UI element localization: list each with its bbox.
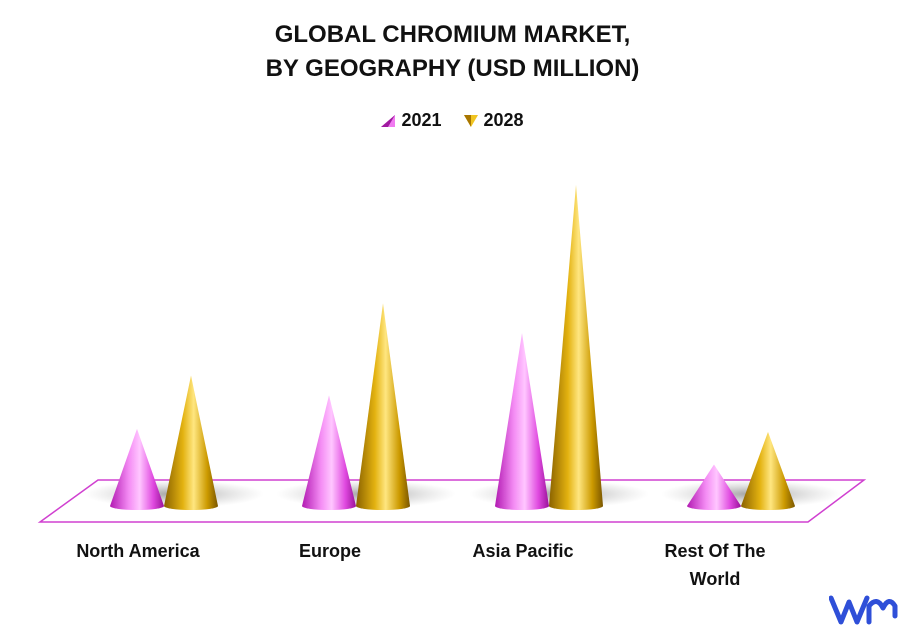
category-label: World — [690, 569, 741, 589]
legend-item-2021: 2021 — [381, 110, 442, 131]
legend-label-2028: 2028 — [483, 110, 524, 130]
category-label: Europe — [299, 541, 361, 561]
legend-label-2021: 2021 — [401, 110, 442, 130]
cone-2028-rest-of-the-world — [741, 431, 795, 510]
cone-2021-asia-pacific — [495, 333, 549, 510]
chart-floor — [37, 479, 867, 523]
cone-2021-north-america — [110, 428, 164, 510]
chart-legend: 2021 2028 — [0, 110, 905, 131]
legend-item-2028: 2028 — [463, 110, 524, 131]
category-label: Asia Pacific — [472, 541, 573, 561]
chart-title-line-2: BY GEOGRAPHY (USD MILLION) — [265, 55, 640, 82]
legend-swatch-2028 — [463, 114, 478, 127]
cone-body — [356, 303, 410, 510]
cone-2028-north-america — [164, 375, 218, 510]
chart-title-line-1: GLOBAL CHROMIUM MARKET, — [274, 21, 631, 48]
cone-body — [495, 333, 549, 510]
vmr-logo-icon — [829, 595, 898, 625]
chart-title: GLOBAL CHROMIUM MARKET, BY GEOGRAPHY (US… — [0, 18, 905, 86]
cone-2028-europe — [356, 303, 410, 510]
cone-2021-europe — [302, 395, 356, 510]
cone-body — [302, 395, 356, 510]
legend-swatch-2021 — [381, 114, 396, 127]
cone-body — [687, 464, 741, 510]
cone-body — [110, 428, 164, 510]
category-label: North America — [76, 541, 200, 561]
cone-body — [741, 431, 795, 510]
cone-body — [164, 375, 218, 510]
category-label: Rest Of The — [664, 541, 765, 561]
cone-2028-asia-pacific — [549, 184, 603, 510]
cone-2021-rest-of-the-world — [687, 464, 741, 510]
cone-body — [549, 184, 603, 510]
